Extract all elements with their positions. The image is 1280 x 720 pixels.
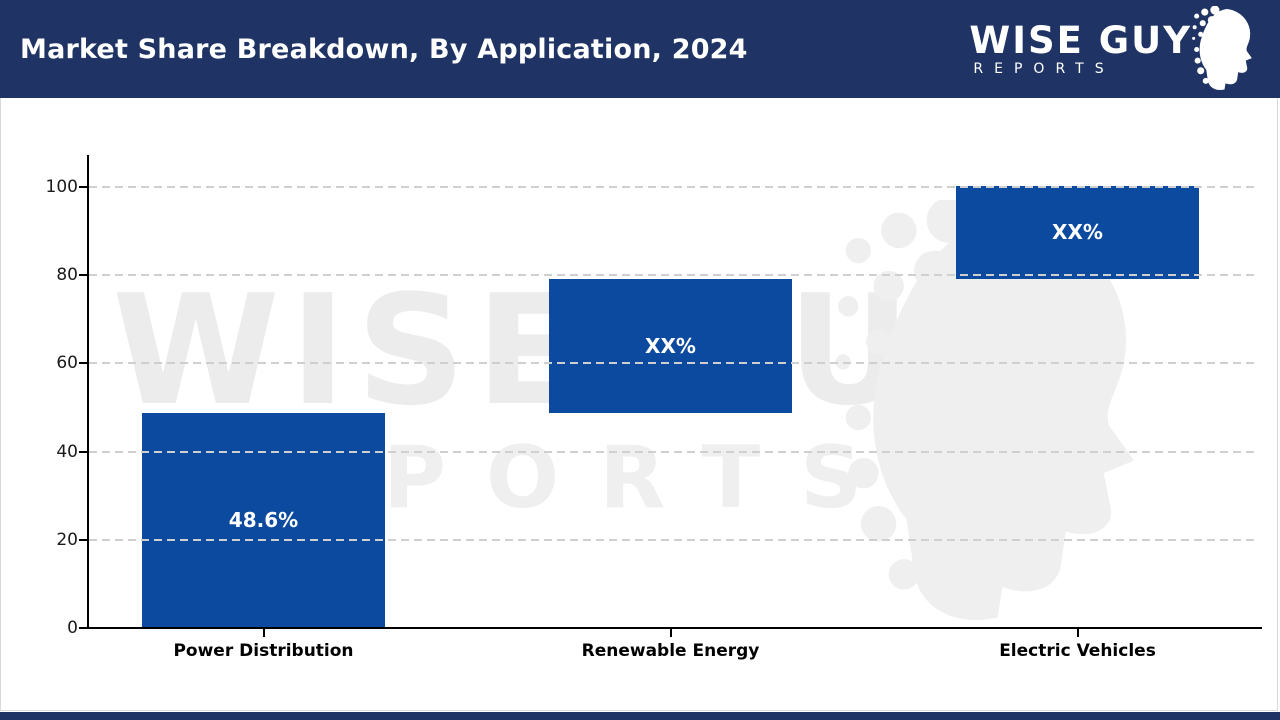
- bar-electric-vehicles: [956, 186, 1199, 279]
- y-tick-mark: [79, 362, 87, 365]
- y-tick-label: 0: [67, 618, 78, 638]
- y-tick-label: 20: [56, 529, 78, 550]
- bar-value-label: XX%: [645, 333, 696, 358]
- bar-value-label: XX%: [1052, 220, 1103, 245]
- gridline: [89, 362, 1258, 365]
- x-tick-mark: [669, 629, 672, 637]
- page-title: Market Share Breakdown, By Application, …: [20, 33, 748, 65]
- logo-wordmark: WISE GUY REPORTS: [969, 22, 1192, 76]
- header: Market Share Breakdown, By Application, …: [0, 0, 1280, 98]
- y-axis-line: [87, 155, 89, 629]
- y-tick-mark: [79, 450, 87, 453]
- y-tick-mark: [79, 274, 87, 277]
- watermark-face-profile-icon: [835, 200, 1135, 620]
- bar-renewable-energy: [549, 278, 792, 413]
- wise-guy-reports-logo: WISE GUY REPORTS: [969, 6, 1262, 92]
- y-tick-label: 60: [56, 353, 78, 374]
- y-tick-mark: [79, 538, 87, 541]
- y-tick-label: 100: [45, 177, 78, 197]
- category-label-3: Electric Vehicles: [999, 641, 1156, 661]
- footer-stripe: [0, 712, 1280, 720]
- face-profile-logo-icon: [1192, 6, 1252, 90]
- bar-power-distribution: [142, 412, 385, 627]
- y-tick-label: 80: [56, 265, 78, 286]
- x-tick-mark: [1076, 629, 1079, 637]
- logo-wordmark-line2: REPORTS: [973, 61, 1115, 77]
- category-label-1: Power Distribution: [173, 641, 354, 661]
- y-tick-mark: [79, 186, 87, 188]
- gridline: [89, 538, 1258, 541]
- y-tick-mark: [79, 627, 87, 629]
- bar-value-label: 48.6%: [228, 507, 299, 532]
- x-tick-mark: [262, 629, 265, 637]
- category-label-2: Renewable Energy: [581, 641, 760, 661]
- x-axis-line: [86, 627, 1262, 629]
- y-tick-label: 40: [56, 441, 78, 462]
- logo-wordmark-line1: WISE GUY: [969, 19, 1192, 62]
- gridline: [89, 450, 1258, 453]
- gridline: [89, 274, 1258, 277]
- gridline: [89, 186, 1258, 188]
